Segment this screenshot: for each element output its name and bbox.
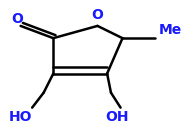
Text: OH: OH: [105, 110, 129, 124]
Text: O: O: [92, 8, 103, 22]
Text: Me: Me: [159, 23, 182, 37]
Text: HO: HO: [9, 110, 32, 124]
Text: O: O: [11, 12, 23, 26]
